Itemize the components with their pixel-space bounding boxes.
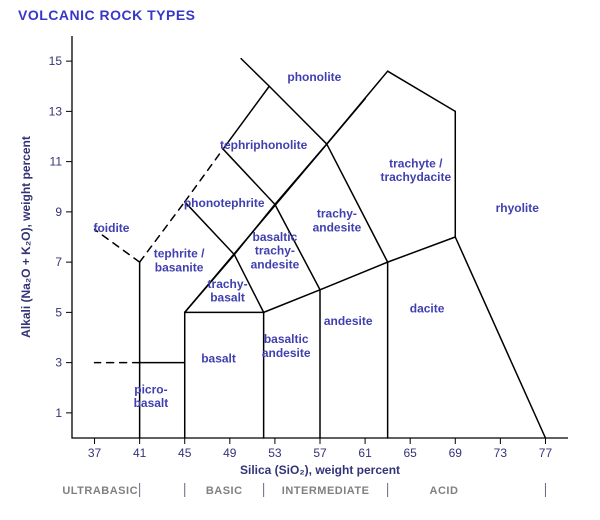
y-axis-label: Alkali (Na₂O + K₂O), weight percent — [19, 136, 33, 338]
y-tick-label: 3 — [55, 356, 62, 370]
boundary — [241, 59, 269, 87]
y-tick-label: 1 — [55, 406, 62, 420]
x-tick-label: 45 — [178, 446, 192, 460]
field-label: foidite — [93, 221, 129, 235]
boundary — [275, 144, 327, 204]
field-label: basaltictrachy-andesite — [251, 230, 300, 272]
class-label: INTERMEDIATE — [282, 485, 370, 497]
boundary — [327, 144, 388, 262]
boundary — [269, 86, 326, 144]
boundary — [264, 290, 320, 313]
x-axis-label: Silica (SiO₂), weight percent — [240, 463, 400, 477]
field-label: tephriphonolite — [220, 138, 308, 152]
field-label: phonotephrite — [184, 196, 265, 210]
x-tick-label: 61 — [358, 446, 372, 460]
field-label: rhyolite — [496, 201, 540, 215]
field-label: basalt — [201, 352, 236, 366]
class-label: ACID — [430, 485, 459, 497]
y-tick-label: 7 — [55, 255, 62, 269]
x-tick-label: 53 — [268, 446, 282, 460]
chart-title: VOLCANIC ROCK TYPES — [18, 7, 196, 23]
x-tick-label: 37 — [88, 446, 102, 460]
x-tick-label: 69 — [449, 446, 463, 460]
x-tick-label: 49 — [223, 446, 237, 460]
field-label: trachyte /trachydacite — [380, 156, 451, 184]
boundary — [320, 262, 388, 290]
field-label: trachy-andesite — [313, 207, 362, 235]
x-tick-label: 73 — [494, 446, 508, 460]
y-tick-label: 15 — [49, 54, 63, 68]
y-tick-label: 9 — [55, 205, 62, 219]
field-label: andesite — [324, 314, 373, 328]
field-label: basalticandesite — [262, 332, 311, 360]
field-label: dacite — [410, 301, 445, 315]
field-label: phonolite — [287, 70, 341, 84]
boundary-dashed — [185, 149, 223, 202]
chart-container: { "title": "VOLCANIC ROCK TYPES", "color… — [0, 0, 600, 520]
field-label: tephrite /basanite — [154, 247, 205, 275]
x-tick-label: 65 — [404, 446, 418, 460]
x-tick-label: 57 — [313, 446, 327, 460]
class-label: ULTRABASIC — [62, 485, 138, 497]
field-label: picro-basalt — [134, 382, 169, 410]
x-tick-label: 41 — [133, 446, 147, 460]
field-label: trachy-basalt — [208, 277, 248, 305]
y-tick-label: 11 — [50, 155, 63, 169]
boundary — [388, 71, 456, 111]
y-tick-label: 13 — [49, 104, 63, 118]
x-tick-label: 77 — [539, 446, 553, 460]
boundary — [388, 237, 456, 262]
tas-diagram: VOLCANIC ROCK TYPES374145495357616569737… — [0, 0, 600, 520]
class-label: BASIC — [206, 485, 243, 497]
boundary — [455, 237, 545, 438]
y-tick-label: 5 — [55, 305, 62, 319]
